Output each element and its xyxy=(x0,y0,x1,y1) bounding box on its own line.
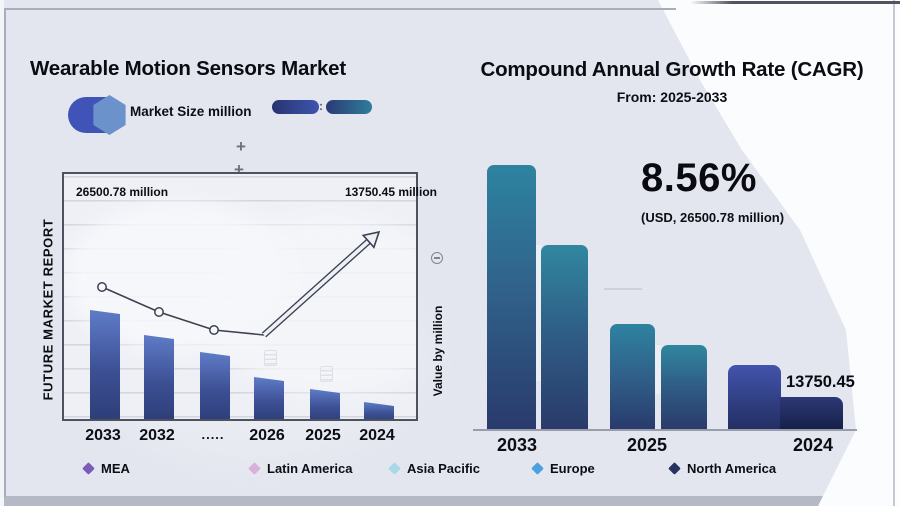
legend-label: North America xyxy=(687,461,777,476)
x-axis-tick-label: 2026 xyxy=(249,427,285,444)
market-size-chart xyxy=(62,172,418,421)
cagr-title: Compound Annual Growth Rate (CAGR) xyxy=(480,58,864,81)
x-axis-tick-label: 2024 xyxy=(359,427,395,444)
x-axis-tick-label: 2033 xyxy=(496,435,538,455)
x-axis-tick-label: 2025 xyxy=(305,427,341,444)
ghost-document-icon xyxy=(264,350,277,366)
diamond-icon xyxy=(531,462,544,475)
bottom-band xyxy=(0,496,900,506)
diamond-icon xyxy=(82,462,95,475)
x-axis-tick-label: ..... xyxy=(201,427,225,442)
bar xyxy=(254,377,284,419)
plus-mark: + xyxy=(234,160,244,179)
bar xyxy=(364,402,394,419)
top-edge-line xyxy=(690,1,900,4)
cagr-value: 8.56% xyxy=(641,156,757,200)
bar xyxy=(610,324,655,430)
bar xyxy=(661,345,707,430)
cagr-period: From: 2025-2033 xyxy=(616,89,728,105)
ratio-separator: : xyxy=(319,99,323,113)
bar-gap xyxy=(655,345,661,394)
diamond-icon xyxy=(248,462,261,475)
plus-mark: + xyxy=(236,137,246,156)
page-title: Wearable Motion Sensors Market xyxy=(30,57,347,80)
minus-circle-icon xyxy=(431,252,443,264)
trend-line-arrow xyxy=(97,230,381,338)
x-axis-tick-label: 2032 xyxy=(139,427,175,444)
y-axis-label: Value by million xyxy=(431,305,445,397)
legend-label: MEA xyxy=(101,461,130,476)
gradient-pill-icon xyxy=(326,100,372,114)
step-decoration xyxy=(604,271,643,290)
chart-max-value-label: 26500.78 million xyxy=(76,185,169,199)
frame-border-top xyxy=(4,8,676,10)
gradient-pill-icon xyxy=(272,100,319,114)
bar xyxy=(487,165,536,430)
legend-label: Asia Pacific xyxy=(407,461,480,476)
bar xyxy=(728,365,781,430)
left-edge-strip xyxy=(0,0,4,506)
bar xyxy=(144,335,174,419)
bar xyxy=(541,245,588,430)
bar xyxy=(200,352,230,419)
x-axis-tick-label: 2024 xyxy=(792,435,834,455)
bar-gap xyxy=(536,245,541,381)
x-axis-line xyxy=(473,429,857,431)
series-label: Market Size million xyxy=(130,104,252,119)
diamond-icon xyxy=(668,462,681,475)
frame-border-left xyxy=(4,8,6,497)
frame-border-right xyxy=(893,0,895,506)
chart-soft-shape xyxy=(204,214,416,394)
chart-end-value-label: 13750.45 million xyxy=(344,185,437,199)
legend-label: Latin America xyxy=(267,461,353,476)
bar xyxy=(780,397,843,430)
cagr-basis: (USD, 26500.78 million) xyxy=(641,210,785,225)
bar xyxy=(310,389,340,419)
legend-label: Europe xyxy=(550,461,595,476)
ghost-document-icon xyxy=(320,366,333,382)
x-axis-tick-label: 2033 xyxy=(85,427,121,444)
bar xyxy=(90,310,120,419)
watermark-label: FUTURE MARKET REPORT xyxy=(40,218,56,401)
value-callout: 13750.45 xyxy=(786,373,855,391)
bar-series xyxy=(64,174,416,419)
diamond-icon xyxy=(388,462,401,475)
x-axis-tick-label: 2025 xyxy=(626,435,668,455)
